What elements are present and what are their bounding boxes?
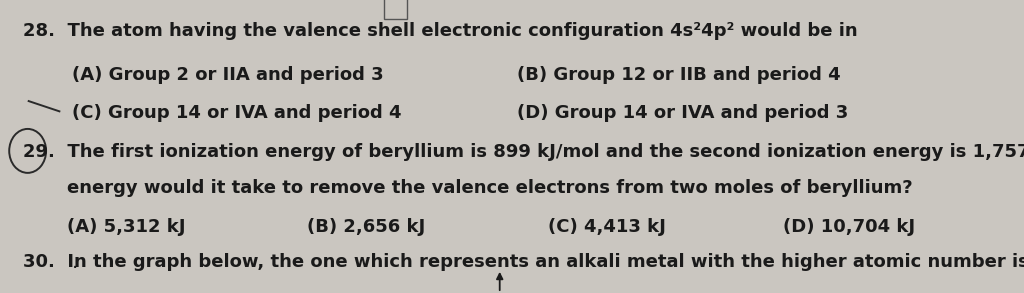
Text: (B) 2,656 kJ: (B) 2,656 kJ	[307, 218, 425, 236]
Text: 30.  In the graph below, the one which represents an alkali metal with the highe: 30. In the graph below, the one which re…	[23, 253, 1024, 271]
Text: (A) Group 2 or IIA and period 3: (A) Group 2 or IIA and period 3	[72, 66, 383, 84]
Text: (B) Group 12 or IIB and period 4: (B) Group 12 or IIB and period 4	[517, 66, 841, 84]
Text: (C) Group 14 or IVA and period 4: (C) Group 14 or IVA and period 4	[72, 104, 401, 122]
Text: (D) 10,704 kJ: (D) 10,704 kJ	[783, 218, 915, 236]
Text: (C) 4,413 kJ: (C) 4,413 kJ	[548, 218, 666, 236]
Text: 29.  The first ionization energy of beryllium is 899 kJ/mol and the second ioniz: 29. The first ionization energy of beryl…	[23, 143, 1024, 161]
Text: 28.  The atom having the valence shell electronic configuration 4s²4p² would be : 28. The atom having the valence shell el…	[23, 22, 857, 40]
Text: energy would it take to remove the valence electrons from two moles of beryllium: energy would it take to remove the valen…	[67, 178, 912, 197]
Text: (D) Group 14 or IVA and period 3: (D) Group 14 or IVA and period 3	[517, 104, 848, 122]
FancyBboxPatch shape	[384, 0, 407, 19]
Text: .: .	[72, 253, 78, 272]
Text: (A) 5,312 kJ: (A) 5,312 kJ	[67, 218, 185, 236]
